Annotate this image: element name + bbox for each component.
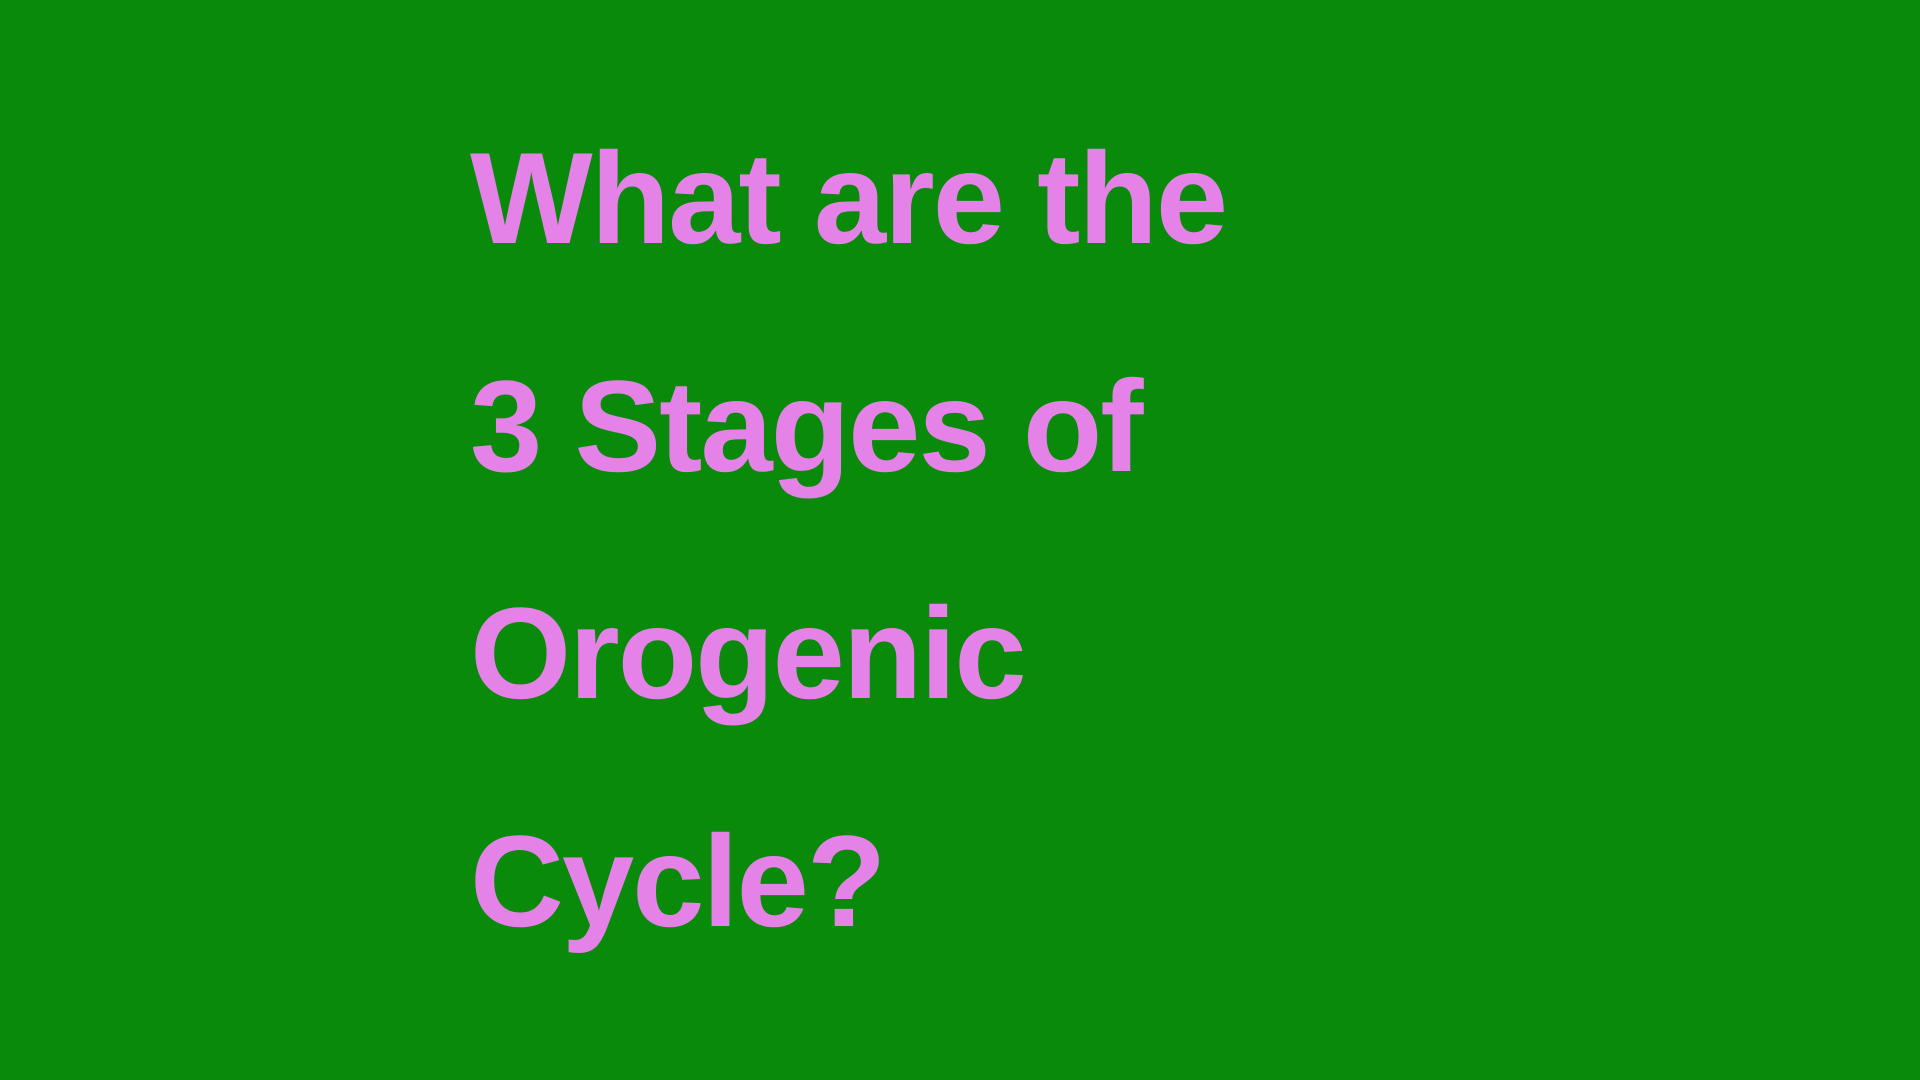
slide-title: What are the 3 Stages of Orogenic Cycle? [470,85,1226,995]
